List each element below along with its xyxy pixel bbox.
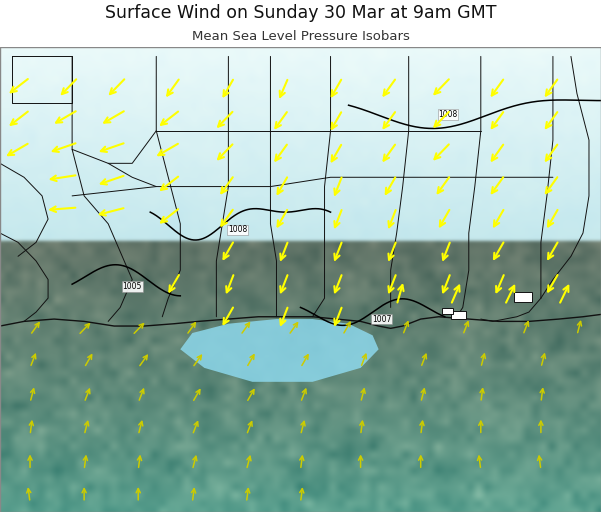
- Bar: [442, 308, 453, 314]
- Bar: [514, 292, 532, 302]
- Text: 1008: 1008: [228, 225, 247, 234]
- Text: Surface Wind on Sunday 30 Mar at 9am GMT: Surface Wind on Sunday 30 Mar at 9am GMT: [105, 4, 496, 22]
- Polygon shape: [180, 319, 379, 382]
- Text: 1008: 1008: [438, 110, 457, 119]
- Text: 1005: 1005: [123, 282, 142, 291]
- Text: 1007: 1007: [372, 314, 391, 324]
- Bar: [451, 311, 466, 319]
- Text: Mean Sea Level Pressure Isobars: Mean Sea Level Pressure Isobars: [192, 30, 409, 43]
